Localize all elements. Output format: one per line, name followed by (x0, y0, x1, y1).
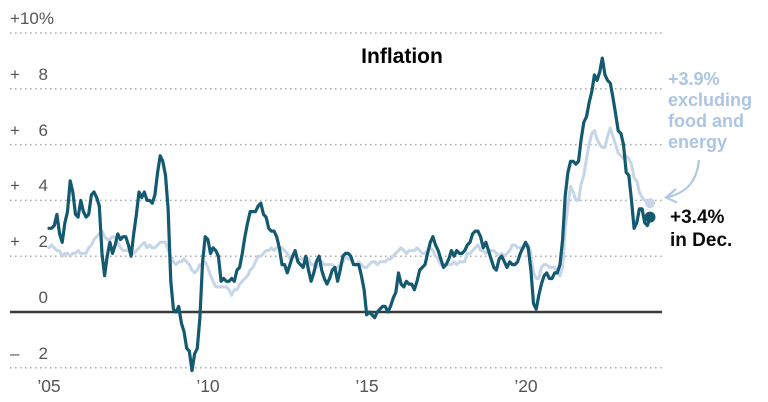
core-line (47, 126, 652, 297)
headline-line (47, 56, 652, 373)
y-axis-label: –2 (10, 344, 48, 363)
gridlines (10, 32, 662, 369)
x-axis-label: ’20 (514, 376, 538, 396)
y-axis-label: +2 (10, 232, 48, 251)
end-dot-headline (644, 211, 656, 223)
end-dot-core (645, 198, 655, 209)
y-axis-label: 0 (38, 288, 48, 307)
y-axis-label: +8 (10, 65, 48, 84)
y-axis-label: +10% (10, 9, 54, 28)
annotation-headline-value: +3.4% in Dec. (670, 207, 733, 251)
x-axis-label: ’05 (37, 376, 61, 396)
y-axis-label: +6 (10, 121, 48, 140)
y-axis-label: +4 (10, 176, 48, 195)
annotation-core-value: +3.9% excluding food and energy (668, 69, 753, 152)
x-axis-label: ’10 (196, 376, 220, 396)
x-axis-label: ’15 (355, 376, 379, 396)
chart-title: Inflation (361, 45, 443, 68)
annotation-arrow (663, 159, 701, 204)
